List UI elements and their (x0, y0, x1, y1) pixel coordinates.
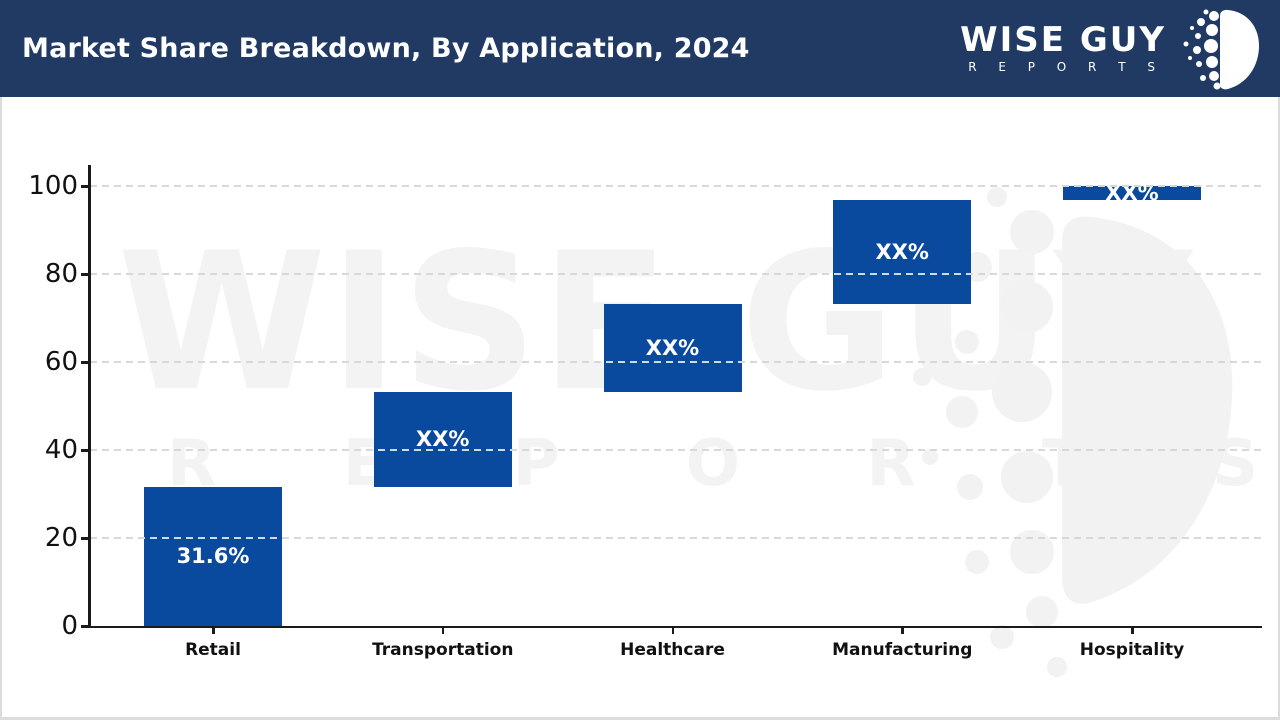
y-axis-tick (81, 625, 90, 628)
x-axis-tick (901, 626, 904, 634)
chart-body: WISE GUY R E P O R T S 31.6% Retail XX% Tra… (0, 97, 1280, 720)
x-axis-tick (212, 626, 215, 634)
x-axis-tick (1131, 626, 1134, 634)
bar-retail: 31.6% (144, 486, 282, 626)
y-axis-tick (81, 273, 90, 276)
wiseguy-logo-name: WISE GUY (960, 19, 1166, 60)
wiseguy-face-icon (1183, 9, 1260, 89)
header-bar: Market Share Breakdown, By Application, … (0, 0, 1280, 97)
gridline-80 (90, 273, 1262, 275)
x-category-label: Healthcare (620, 640, 725, 660)
x-category-label: Transportation (372, 640, 514, 660)
bar-healthcare: XX% (603, 304, 742, 392)
bar-value-label: 31.6% (176, 544, 250, 569)
wiseguy-logo-text: WISE GUY R E P O R T S (960, 19, 1166, 75)
watermark-face-icon (913, 187, 1233, 677)
wiseguy-logo: WISE GUY R E P O R T S (960, 6, 1280, 92)
page-title: Market Share Breakdown, By Application, … (22, 33, 750, 64)
gridline-20 (90, 537, 1262, 539)
gridline-60 (90, 361, 1262, 363)
bar-hospitality: XX% (1063, 181, 1201, 205)
y-axis-tick (81, 537, 90, 540)
y-axis-tick (81, 449, 90, 452)
y-tick-label: 0 (61, 611, 78, 641)
x-category-label: Retail (185, 640, 241, 660)
y-tick-label: 100 (28, 171, 78, 201)
y-axis-tick (81, 185, 90, 188)
y-tick-label: 40 (44, 435, 78, 465)
wiseguy-logo-subname: R E P O R T S (968, 60, 1164, 75)
y-axis-line (88, 165, 91, 628)
x-axis-line (88, 625, 1262, 628)
x-category-label: Hospitality (1079, 640, 1185, 660)
bar-transportation: XX% (373, 391, 512, 487)
x-category-label: Manufacturing (832, 640, 973, 660)
bar-value-label: XX% (875, 240, 929, 265)
y-tick-label: 60 (44, 347, 78, 377)
bar-value-label: XX% (416, 427, 470, 452)
y-tick-label: 20 (44, 523, 78, 553)
gridline-100 (90, 185, 1262, 187)
x-axis-tick (441, 626, 445, 634)
y-axis-tick (81, 361, 90, 364)
x-axis-tick (671, 626, 674, 634)
bar-manufacturing: XX% (833, 200, 972, 305)
bar-value-label: XX% (645, 336, 700, 361)
gridline-40 (90, 449, 1262, 451)
y-tick-label: 80 (44, 259, 78, 289)
